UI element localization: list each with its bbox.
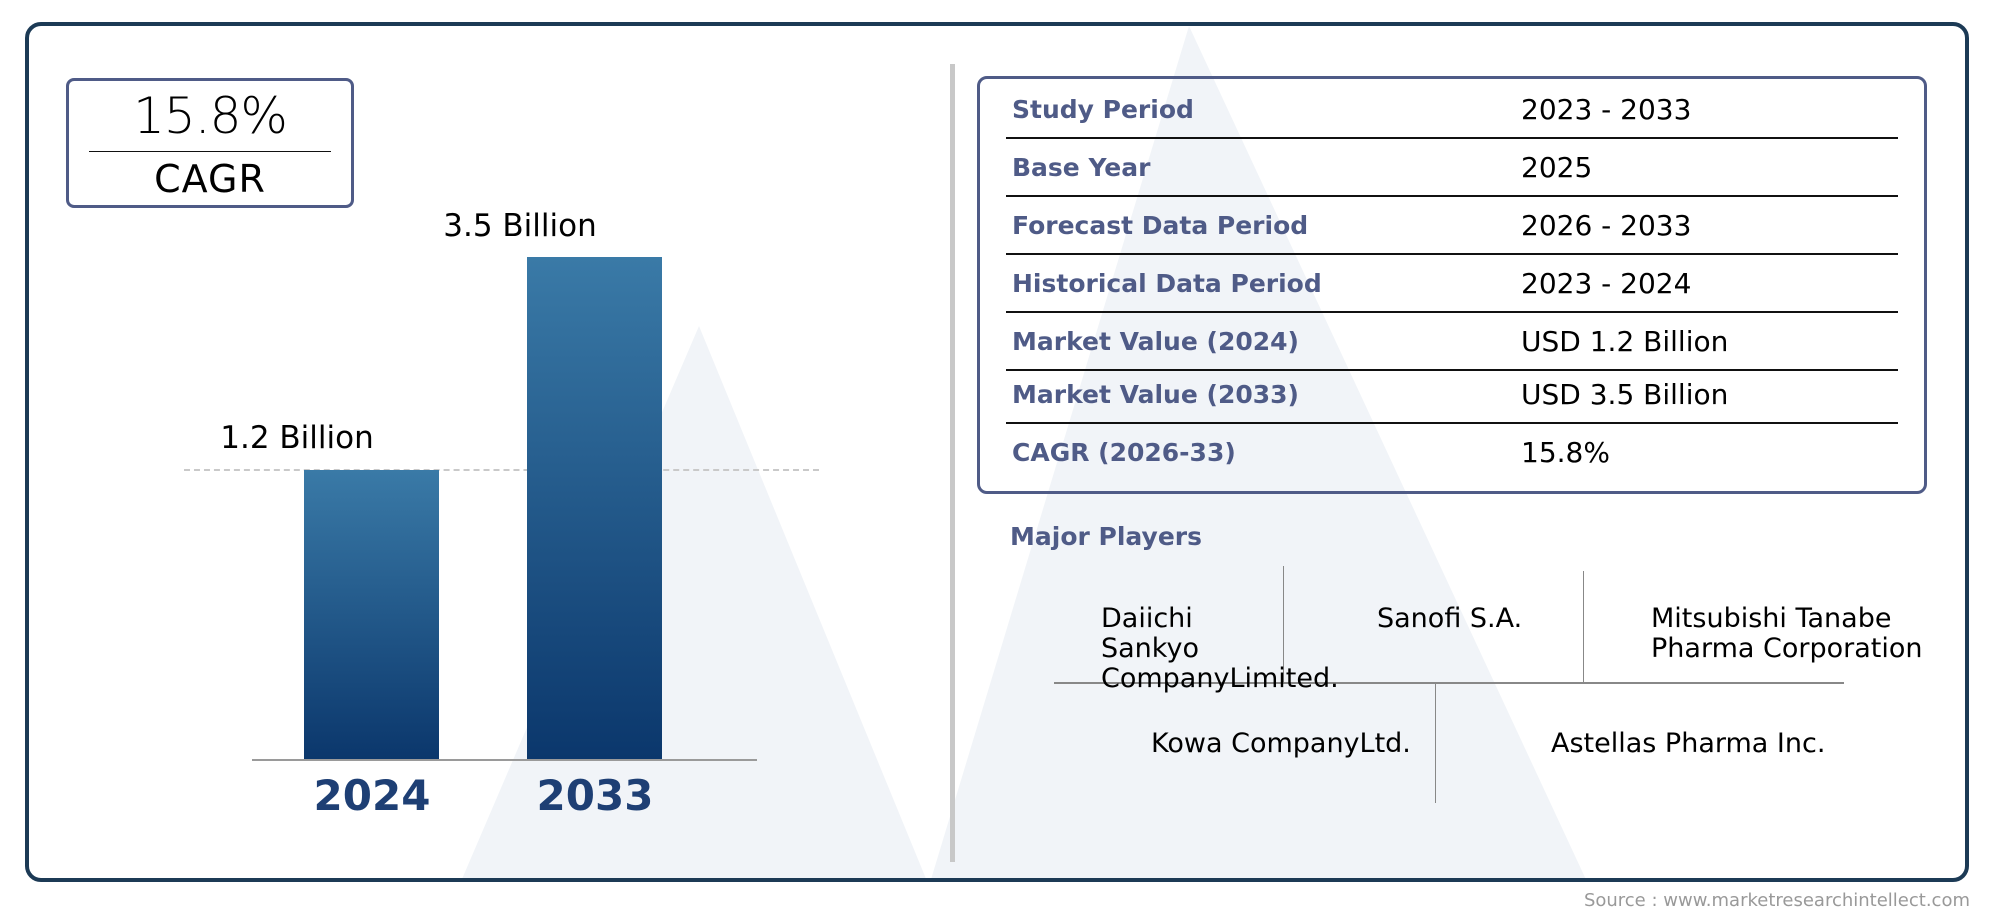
player-mitsubishi-tanabe: Mitsubishi Tanabe Pharma Corporation xyxy=(1651,603,1923,664)
bar-value-label-2024: 1.2 Billion xyxy=(220,420,374,456)
row-divider xyxy=(1006,422,1898,424)
row-value: 15.8% xyxy=(1521,436,1610,469)
player-astellas: Astellas Pharma Inc. xyxy=(1551,728,1826,759)
table-row: Forecast Data Period 2026 - 2033 xyxy=(1006,197,1898,255)
players-vline-2 xyxy=(1583,571,1584,682)
table-row: Study Period 2023 - 2033 xyxy=(1006,81,1898,139)
source-credit: Source : www.marketresearchintellect.com xyxy=(1583,890,1970,911)
major-players-title: Major Players xyxy=(1010,522,1202,551)
table-row: Market Value (2033) USD 3.5 Billion xyxy=(1006,366,1898,424)
cagr-label: CAGR xyxy=(154,157,266,201)
panel-divider xyxy=(950,64,955,862)
row-value: 2023 - 2033 xyxy=(1521,93,1692,126)
x-label-2033: 2033 xyxy=(536,771,654,820)
row-label: Forecast Data Period xyxy=(1012,211,1309,240)
row-label: Base Year xyxy=(1012,153,1151,182)
table-row: CAGR (2026-33) 15.8% xyxy=(1006,424,1898,482)
table-row: Base Year 2025 xyxy=(1006,139,1898,197)
cagr-value: 15.8% xyxy=(133,87,288,145)
players-vline-3 xyxy=(1435,683,1436,803)
row-divider xyxy=(1006,369,1898,371)
players-vline-1 xyxy=(1283,566,1284,682)
players-hline xyxy=(1054,682,1844,684)
summary-table: Study Period 2023 - 2033 Base Year 2025 … xyxy=(977,76,1927,494)
row-label: Study Period xyxy=(1012,95,1194,124)
cagr-divider xyxy=(89,151,331,152)
bar-2024 xyxy=(304,470,439,759)
row-label: Market Value (2033) xyxy=(1012,380,1299,409)
infographic-frame: 15.8% CAGR 1.2 Billion 3.5 Billion 2024 … xyxy=(25,22,1969,882)
row-label: CAGR (2026-33) xyxy=(1012,438,1236,467)
reference-dashed-line xyxy=(184,469,819,471)
row-value: 2026 - 2033 xyxy=(1521,209,1692,242)
row-label: Market Value (2024) xyxy=(1012,327,1299,356)
chart-baseline xyxy=(252,759,757,761)
player-sanofi: Sanofi S.A. xyxy=(1377,603,1523,634)
row-value: 2023 - 2024 xyxy=(1521,267,1692,300)
row-divider xyxy=(1006,311,1898,313)
player-kowa: Kowa CompanyLtd. xyxy=(1151,728,1411,759)
row-divider xyxy=(1006,253,1898,255)
row-divider xyxy=(1006,195,1898,197)
table-row: Market Value (2024) USD 1.2 Billion xyxy=(1006,313,1898,371)
x-label-2024: 2024 xyxy=(313,771,431,820)
row-value: USD 1.2 Billion xyxy=(1521,325,1729,358)
table-row: Historical Data Period 2023 - 2024 xyxy=(1006,255,1898,313)
row-label: Historical Data Period xyxy=(1012,269,1322,298)
bar-value-label-2033: 3.5 Billion xyxy=(443,208,597,244)
row-divider xyxy=(1006,137,1898,139)
player-daiichi-sankyo: Daiichi Sankyo CompanyLimited. xyxy=(1101,603,1339,694)
cagr-card: 15.8% CAGR xyxy=(66,78,354,208)
row-value: 2025 xyxy=(1521,151,1593,184)
row-value: USD 3.5 Billion xyxy=(1521,378,1729,411)
bar-2033 xyxy=(527,257,662,759)
